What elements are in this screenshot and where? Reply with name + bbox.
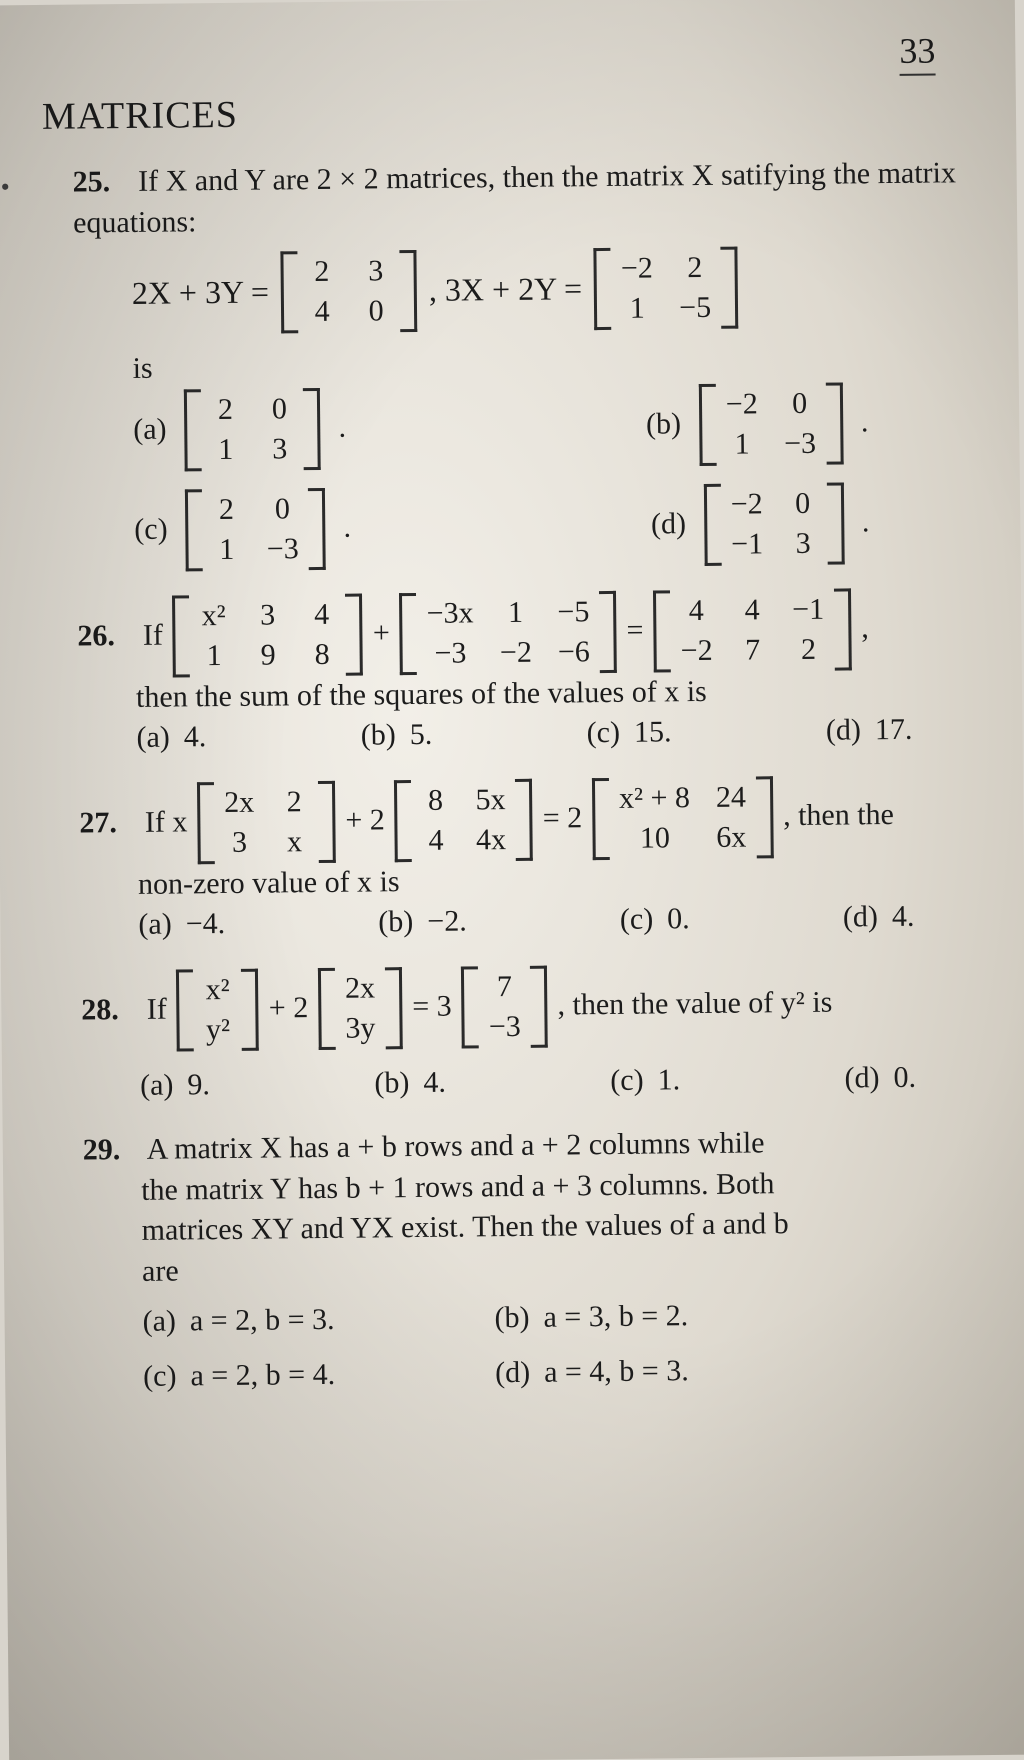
q28-option-b: (b)4. (374, 1062, 446, 1103)
question-25: • 25. If X and Y are 2 × 2 matrices, the… (72, 153, 960, 572)
page: 33 MATRICES • 25. If X and Y are 2 × 2 m… (0, 0, 1024, 1760)
q25-text: If X and Y are 2 × 2 matrices, then the … (73, 156, 956, 239)
q29-option-d: (d)a = 4, b = 3. (495, 1351, 689, 1394)
q27-options: (a)−4. (b)−2. (c)0. (d)4. (138, 896, 964, 945)
q25-option-c: (c) 20 1−3 . (134, 487, 352, 571)
q29-options-row2: (c)a = 2, b = 4. (d)a = 4, b = 3. (143, 1348, 969, 1397)
question-28: 28. If x² y² + 2 2x 3y = 3 7 −3 , th (81, 961, 966, 1107)
q25-option-d: (d) −20 −13 . (651, 482, 870, 566)
q25-equation: 2X + 3Y = 23 40 , 3X + 2Y = −22 1−5 (131, 244, 958, 335)
q27-number: 27. (79, 803, 137, 844)
question-26: 26. If x²34 198 + −3x1−5 −3−2−6 = 44−1 −… (77, 587, 963, 759)
q29-options-row1: (a)a = 2, b = 3. (b)a = 3, b = 2. (142, 1293, 968, 1342)
bullet-icon: • (1, 169, 10, 204)
q26-option-c: (c)15. (586, 712, 671, 753)
q26-option-a: (a)4. (136, 717, 206, 758)
section-heading: MATRICES (42, 85, 956, 139)
q28-options: (a)9. (b)4. (c)1. (d)0. (140, 1057, 966, 1106)
q29-option-b: (b)a = 3, b = 2. (494, 1296, 688, 1339)
q26-eq: If x²34 198 + −3x1−5 −3−2−6 = 44−1 −272 … (142, 588, 869, 678)
q28-number: 28. (81, 990, 139, 1031)
q25-option-a: (a) 20 13 . (133, 387, 347, 471)
q28-option-c: (c)1. (610, 1060, 680, 1101)
q29-line4: are (142, 1243, 968, 1292)
q27-eq: If x 2x2 3x + 2 85x 44x = 2 x² + 824 106… (144, 774, 894, 864)
q27-option-d: (d)4. (843, 897, 915, 938)
q26-option-d: (d)17. (826, 710, 913, 751)
q26-options: (a)4. (b)5. (c)15. (d)17. (136, 709, 962, 758)
q28-eq: If x² y² + 2 2x 3y = 3 7 −3 , then the v… (146, 962, 832, 1051)
q27-option-b: (b)−2. (378, 901, 467, 942)
q27-option-a: (a)−4. (138, 904, 225, 945)
q26-number: 26. (77, 616, 135, 657)
q29-option-c: (c)a = 2, b = 4. (143, 1354, 335, 1397)
q25-mat1: 23 40 (281, 250, 418, 333)
page-number: 33 (899, 30, 935, 76)
q25-eq-mid: , 3X + 2Y = (429, 268, 583, 313)
q27-option-c: (c)0. (620, 899, 690, 940)
q29-line1: A matrix X has a + b rows and a + 2 colu… (146, 1126, 764, 1165)
q25-options-row2: (c) 20 1−3 . (d) −20 −13 . (134, 481, 961, 572)
q28-option-a: (a)9. (140, 1065, 210, 1106)
q25-mat2: −22 1−5 (594, 247, 739, 331)
q25-options-row1: (a) 20 13 . (b) −20 1−3 . (133, 381, 960, 472)
q29-number: 29. (83, 1130, 141, 1171)
question-27: 27. If x 2x2 3x + 2 85x 44x = 2 x² + 824… (79, 774, 965, 946)
q25-eq-left: 2X + 3Y = (132, 271, 270, 316)
q29-option-a: (a)a = 2, b = 3. (142, 1300, 334, 1343)
q25-number: 25. (72, 162, 130, 203)
q28-option-d: (d)0. (844, 1057, 916, 1098)
q26-option-b: (b)5. (361, 715, 433, 756)
question-29: 29. A matrix X has a + b rows and a + 2 … (83, 1121, 970, 1397)
q25-option-b: (b) −20 1−3 . (646, 382, 869, 466)
